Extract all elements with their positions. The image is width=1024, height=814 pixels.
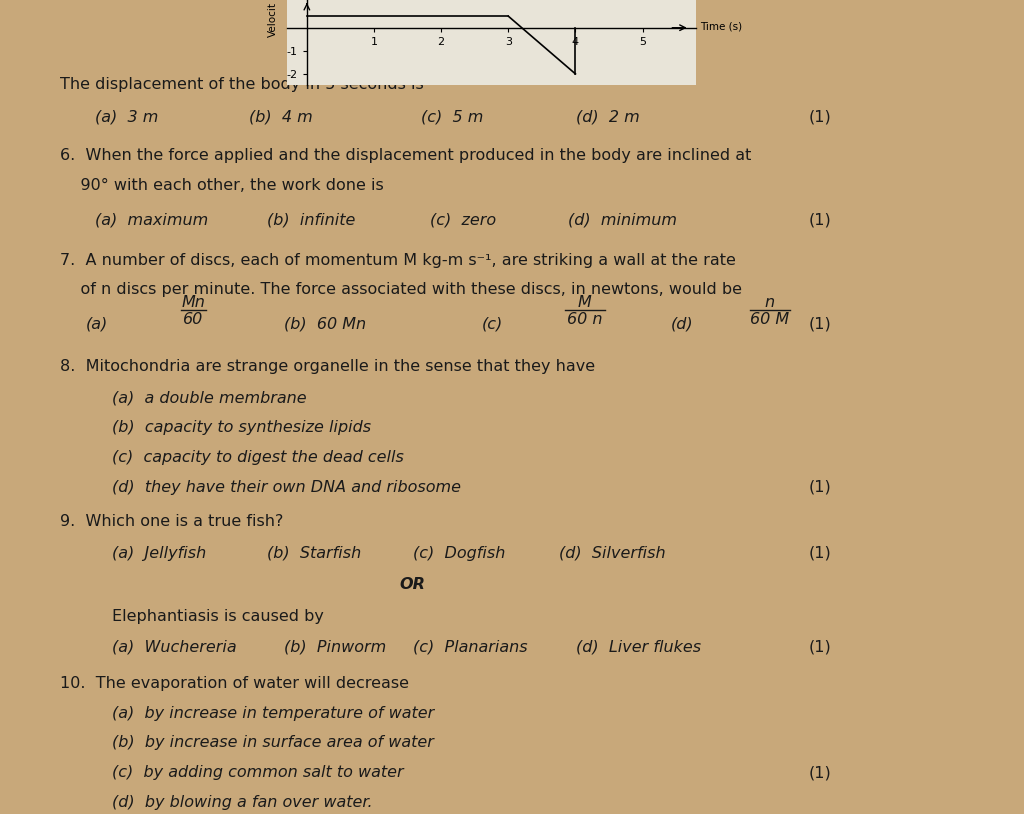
Text: (1): (1) — [809, 479, 831, 495]
Text: (d)  Liver flukes: (d) Liver flukes — [577, 639, 701, 654]
Text: 60: 60 — [183, 312, 204, 326]
Text: (c): (c) — [481, 317, 503, 331]
Text: Elephantiasis is caused by: Elephantiasis is caused by — [112, 610, 324, 624]
Text: OR: OR — [400, 577, 426, 592]
Text: (b)  60 Mn: (b) 60 Mn — [284, 317, 366, 331]
Text: (c)  zero: (c) zero — [430, 212, 497, 227]
Text: Velocit: Velocit — [268, 2, 279, 37]
Text: Time (s): Time (s) — [699, 21, 741, 32]
Text: (c)  5 m: (c) 5 m — [422, 110, 484, 125]
Text: (b)  Pinworm: (b) Pinworm — [284, 639, 386, 654]
Text: (c)  Dogfish: (c) Dogfish — [413, 545, 505, 561]
Text: 6.  When the force applied and the displacement produced in the body are incline: 6. When the force applied and the displa… — [60, 148, 752, 163]
Text: (a)  by increase in temperature of water: (a) by increase in temperature of water — [112, 706, 434, 720]
Text: (a)  3 m: (a) 3 m — [94, 110, 158, 125]
Text: (1): (1) — [809, 545, 831, 561]
Text: (d)  2 m: (d) 2 m — [577, 110, 640, 125]
Text: (a): (a) — [86, 317, 109, 331]
Text: n: n — [765, 295, 775, 310]
Text: (d)  Silverfish: (d) Silverfish — [559, 545, 666, 561]
Text: (b)  capacity to synthesize lipids: (b) capacity to synthesize lipids — [112, 420, 371, 435]
Text: M: M — [578, 295, 592, 310]
Text: 60 n: 60 n — [567, 312, 603, 326]
Text: (c)  by adding common salt to water: (c) by adding common salt to water — [112, 765, 403, 780]
Text: (b)  Starfish: (b) Starfish — [266, 545, 360, 561]
Text: (1): (1) — [809, 639, 831, 654]
Text: (d)  they have their own DNA and ribosome: (d) they have their own DNA and ribosome — [112, 479, 461, 495]
Text: (d)  by blowing a fan over water.: (d) by blowing a fan over water. — [112, 795, 373, 810]
Text: (d): (d) — [671, 317, 693, 331]
Text: 90° with each other, the work done is: 90° with each other, the work done is — [60, 178, 384, 193]
Text: (a)  a double membrane: (a) a double membrane — [112, 390, 306, 405]
Text: (c)  Planarians: (c) Planarians — [413, 639, 527, 654]
Text: (a)  maximum: (a) maximum — [94, 212, 208, 227]
Text: (b)  4 m: (b) 4 m — [250, 110, 313, 125]
Text: (1): (1) — [809, 317, 831, 331]
Text: Mn: Mn — [181, 295, 206, 310]
Text: (1): (1) — [809, 765, 831, 780]
Text: 9.  Which one is a true fish?: 9. Which one is a true fish? — [60, 514, 284, 529]
Text: The displacement of the body in 5 seconds is: The displacement of the body in 5 second… — [60, 77, 424, 92]
Text: (b)  infinite: (b) infinite — [266, 212, 355, 227]
Text: 10.  The evaporation of water will decrease: 10. The evaporation of water will decrea… — [60, 676, 410, 691]
Text: 8.  Mitochondria are strange organelle in the sense that they have: 8. Mitochondria are strange organelle in… — [60, 359, 595, 374]
Text: 60 M: 60 M — [751, 312, 790, 326]
Text: (a)  Wuchereria: (a) Wuchereria — [112, 639, 237, 654]
Text: (c)  capacity to digest the dead cells: (c) capacity to digest the dead cells — [112, 450, 403, 465]
Text: (1): (1) — [809, 212, 831, 227]
Text: (d)  minimum: (d) minimum — [567, 212, 677, 227]
Text: (1): (1) — [809, 110, 831, 125]
Text: 7.  A number of discs, each of momentum M kg-m s⁻¹, are striking a wall at the r: 7. A number of discs, each of momentum M… — [60, 252, 736, 268]
Text: of n discs per minute. The force associated with these discs, in newtons, would : of n discs per minute. The force associa… — [60, 282, 742, 297]
Text: (a)  Jellyfish: (a) Jellyfish — [112, 545, 206, 561]
Text: (b)  by increase in surface area of water: (b) by increase in surface area of water — [112, 735, 434, 751]
